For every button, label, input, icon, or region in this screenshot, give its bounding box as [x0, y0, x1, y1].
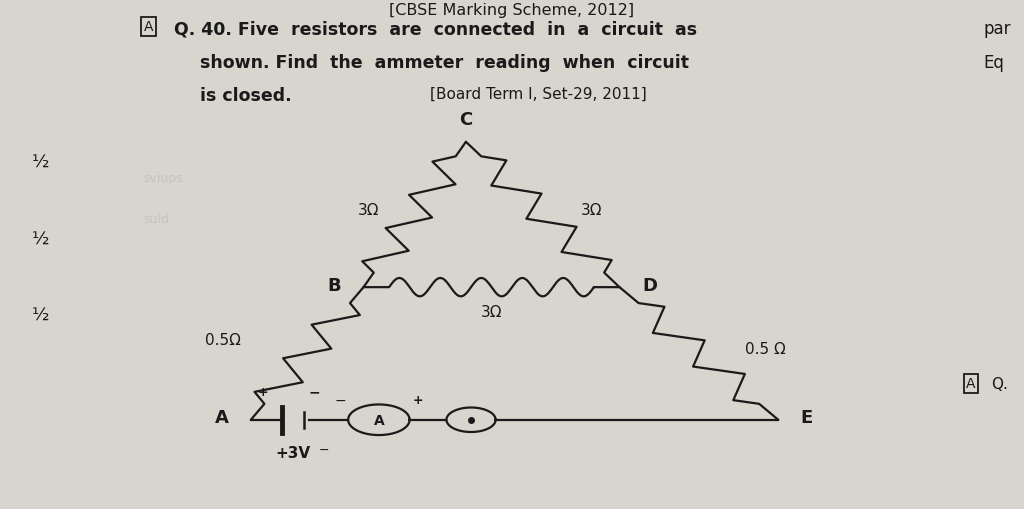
Text: shown. Find  the  ammeter  reading  when  circuit: shown. Find the ammeter reading when cir…	[200, 53, 689, 71]
Text: sviups: sviups	[143, 172, 183, 185]
Text: A: A	[214, 408, 228, 427]
Text: A: A	[374, 413, 384, 427]
Text: [Board Term I, Set-29, 2011]: [Board Term I, Set-29, 2011]	[430, 87, 647, 101]
Text: 3Ω: 3Ω	[481, 304, 502, 320]
Text: 0.5 Ω: 0.5 Ω	[745, 341, 785, 356]
Text: suld: suld	[143, 212, 169, 225]
Text: A: A	[966, 377, 976, 390]
Text: ½: ½	[32, 154, 50, 172]
Text: −: −	[308, 385, 321, 399]
Text: 3Ω: 3Ω	[358, 203, 379, 217]
Text: −: −	[334, 392, 346, 407]
Text: C: C	[460, 110, 472, 128]
Text: −: −	[318, 443, 329, 456]
Text: B: B	[328, 276, 341, 294]
Text: +3V: +3V	[275, 445, 310, 461]
Text: +: +	[258, 385, 268, 399]
Text: ½: ½	[32, 230, 50, 248]
Text: Q. 40. Five  resistors  are  connected  in  a  circuit  as: Q. 40. Five resistors are connected in a…	[174, 20, 697, 38]
Text: is closed.: is closed.	[200, 87, 291, 104]
Text: Eq: Eq	[983, 53, 1004, 71]
Text: ½: ½	[32, 306, 50, 325]
Text: par: par	[983, 20, 1011, 38]
Text: 3Ω: 3Ω	[582, 203, 602, 217]
Text: Q.: Q.	[991, 377, 1008, 391]
Text: +: +	[413, 393, 423, 406]
Text: D: D	[642, 276, 657, 294]
Text: 0.5Ω: 0.5Ω	[205, 332, 242, 347]
Text: [CBSE Marking Scheme, 2012]: [CBSE Marking Scheme, 2012]	[389, 3, 635, 17]
Text: A: A	[143, 20, 154, 34]
Text: E: E	[801, 408, 813, 427]
